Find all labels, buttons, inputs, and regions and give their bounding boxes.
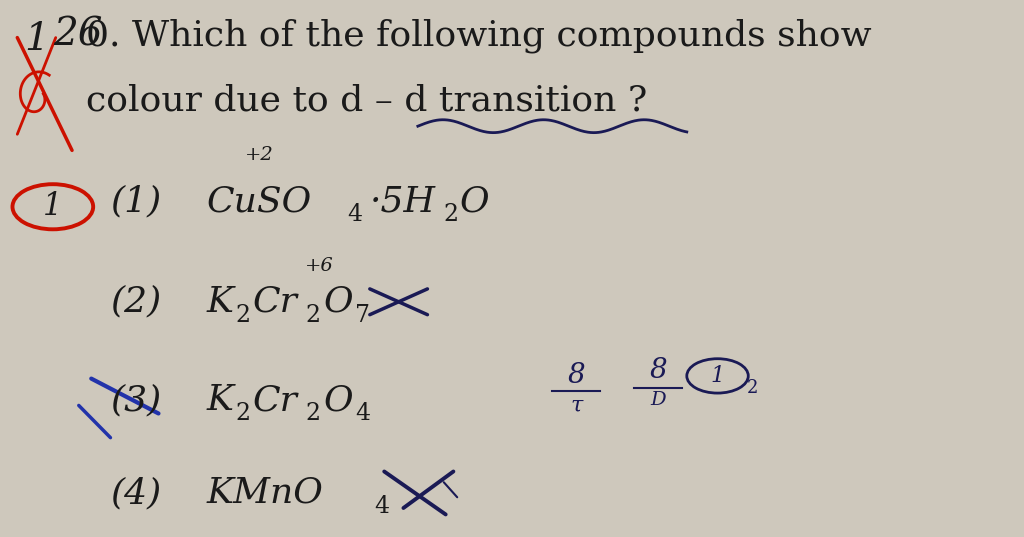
Text: 1: 1 [24,21,49,59]
Text: +2: +2 [245,146,273,164]
Text: 8: 8 [649,357,667,384]
Text: O: O [459,184,488,219]
Text: 4: 4 [375,495,390,518]
Text: K: K [207,383,233,417]
Text: 1: 1 [43,191,62,222]
Text: 4: 4 [348,204,362,226]
Text: (2): (2) [111,285,162,319]
Text: 2: 2 [236,304,251,326]
Text: 8: 8 [567,362,585,389]
Text: D: D [650,391,666,409]
Text: 2: 2 [305,304,321,326]
Text: Cr: Cr [253,285,298,319]
Text: Cr: Cr [253,383,298,417]
Text: 4: 4 [355,402,371,425]
Text: O: O [324,285,353,319]
Text: 2: 2 [236,402,251,425]
Text: (4): (4) [111,476,162,510]
Text: 26: 26 [53,16,102,53]
Text: ·5H: ·5H [370,184,436,219]
Text: 1: 1 [711,365,725,387]
Text: (1): (1) [111,184,162,219]
Text: 0. Which of the following compounds show: 0. Which of the following compounds show [86,19,872,53]
Text: 2: 2 [748,379,759,397]
Text: (3): (3) [111,383,162,417]
Text: colour due to d – d transition ?: colour due to d – d transition ? [86,83,648,117]
Text: KMnO: KMnO [207,476,324,510]
Text: 2: 2 [443,204,459,226]
Text: CuSO: CuSO [207,184,311,219]
Text: τ: τ [570,395,583,416]
Text: 7: 7 [355,304,371,326]
Text: O: O [324,383,353,417]
Text: +6: +6 [304,257,333,275]
Text: 2: 2 [305,402,321,425]
Text: K: K [207,285,233,319]
